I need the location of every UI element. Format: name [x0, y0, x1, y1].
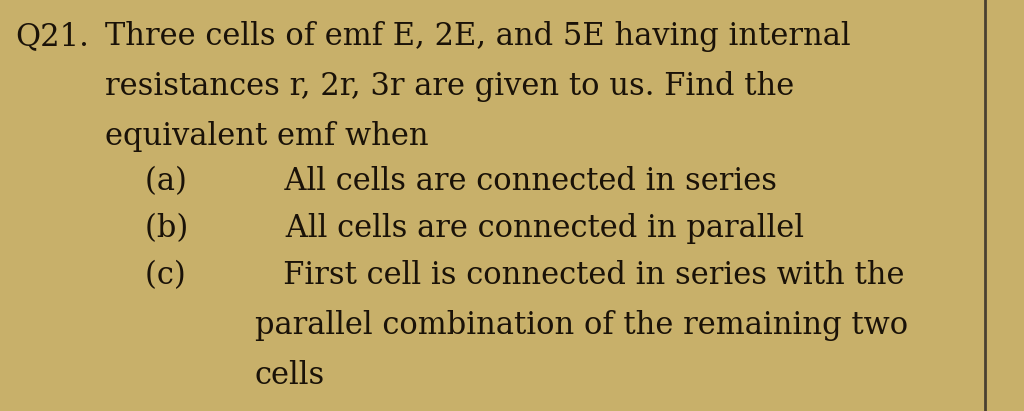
Text: cells: cells: [255, 360, 326, 391]
Text: (c)          First cell is connected in series with the: (c) First cell is connected in series wi…: [145, 260, 904, 291]
Text: Q21.: Q21.: [15, 21, 89, 52]
Text: (a)          All cells are connected in series: (a) All cells are connected in series: [145, 166, 777, 197]
Text: equivalent emf when: equivalent emf when: [105, 121, 429, 152]
Text: Three cells of emf E, 2E, and 5E having internal: Three cells of emf E, 2E, and 5E having …: [105, 21, 851, 52]
Text: resistances r, 2r, 3r are given to us. Find the: resistances r, 2r, 3r are given to us. F…: [105, 71, 795, 102]
Text: parallel combination of the remaining two: parallel combination of the remaining tw…: [255, 310, 908, 341]
Text: (b)          All cells are connected in parallel: (b) All cells are connected in parallel: [145, 213, 804, 244]
